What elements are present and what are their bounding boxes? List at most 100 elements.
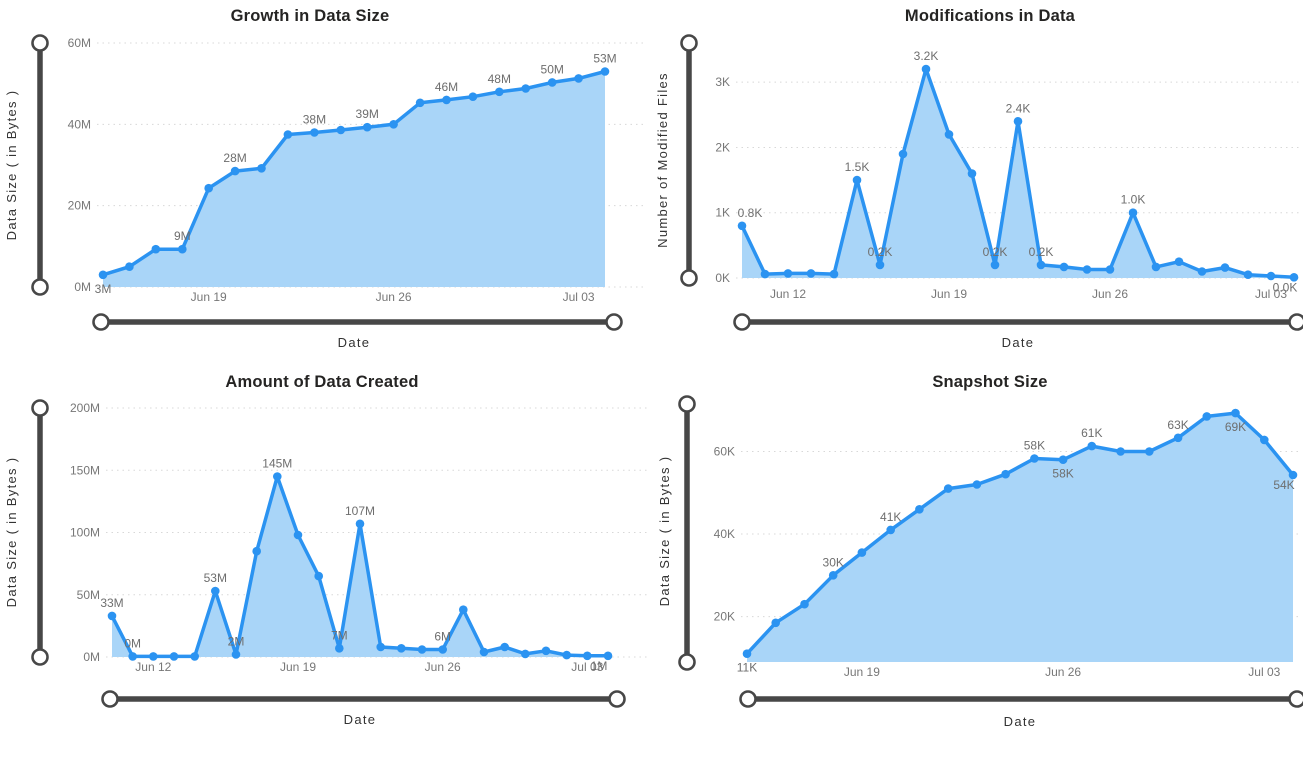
data-point-marker[interactable]: [415, 98, 425, 108]
data-point-marker[interactable]: [1128, 208, 1138, 217]
data-point-marker[interactable]: [760, 269, 770, 279]
data-point-marker[interactable]: [541, 646, 551, 656]
data-point-marker[interactable]: [972, 480, 982, 489]
data-point-marker[interactable]: [1116, 447, 1125, 456]
data-point-marker[interactable]: [521, 649, 530, 659]
data-point-marker[interactable]: [1036, 260, 1046, 270]
data-point-marker[interactable]: [1289, 273, 1299, 282]
data-point-marker[interactable]: [771, 618, 780, 628]
data-point-marker[interactable]: [125, 262, 134, 272]
data-point-marker[interactable]: [230, 166, 240, 176]
data-point-marker[interactable]: [574, 74, 583, 83]
data-point-marker[interactable]: [335, 644, 344, 653]
data-point-marker[interactable]: [231, 650, 241, 659]
data-point-marker[interactable]: [273, 472, 282, 481]
data-point-marker[interactable]: [204, 183, 213, 193]
data-point-marker[interactable]: [178, 244, 187, 254]
data-point-marker[interactable]: [1059, 262, 1069, 272]
data-point-marker[interactable]: [828, 571, 838, 580]
data-point-marker[interactable]: [417, 645, 427, 654]
data-point-marker[interactable]: [1231, 408, 1240, 418]
data-point-marker[interactable]: [886, 525, 895, 535]
data-point-marker[interactable]: [107, 611, 117, 621]
data-point-marker[interactable]: [857, 548, 867, 557]
data-point-marker[interactable]: [1013, 117, 1023, 126]
data-point-marker[interactable]: [257, 164, 266, 173]
data-point-marker[interactable]: [252, 546, 261, 556]
y-zoom-slider-handle-top[interactable]: [31, 399, 49, 417]
data-point-marker[interactable]: [1145, 447, 1154, 456]
data-point-marker[interactable]: [355, 519, 365, 529]
data-point-marker[interactable]: [376, 642, 386, 652]
data-point-marker[interactable]: [362, 122, 372, 132]
y-zoom-slider-handle-top[interactable]: [31, 34, 49, 52]
x-zoom-slider-handle-right[interactable]: [1288, 690, 1303, 708]
data-point-marker[interactable]: [389, 120, 398, 129]
data-point-marker[interactable]: [149, 652, 158, 661]
x-zoom-slider-handle-left[interactable]: [92, 313, 110, 331]
data-point-marker[interactable]: [442, 95, 451, 105]
data-point-marker[interactable]: [921, 64, 931, 74]
data-point-marker[interactable]: [990, 260, 1000, 270]
data-point-marker[interactable]: [800, 599, 809, 609]
data-point-marker[interactable]: [806, 269, 816, 278]
y-zoom-slider-handle-bottom[interactable]: [680, 269, 698, 287]
data-point-marker[interactable]: [875, 260, 885, 270]
data-point-marker[interactable]: [1058, 455, 1068, 465]
data-point-marker[interactable]: [151, 244, 161, 254]
data-point-marker[interactable]: [1001, 469, 1010, 479]
data-point-marker[interactable]: [1151, 262, 1161, 272]
y-zoom-slider-handle-bottom[interactable]: [678, 653, 696, 671]
data-point-marker[interactable]: [438, 645, 448, 654]
data-point-marker[interactable]: [1030, 454, 1039, 463]
data-point-marker[interactable]: [283, 130, 293, 139]
y-zoom-slider-handle-top[interactable]: [678, 395, 696, 413]
data-point-marker[interactable]: [314, 571, 324, 581]
data-point-marker[interactable]: [190, 652, 199, 661]
data-point-marker[interactable]: [1105, 265, 1115, 274]
data-point-marker[interactable]: [128, 652, 137, 661]
data-point-marker[interactable]: [98, 270, 108, 280]
x-zoom-slider-handle-right[interactable]: [605, 313, 623, 331]
data-point-marker[interactable]: [495, 87, 504, 97]
x-zoom-slider-handle-left[interactable]: [739, 690, 757, 708]
data-point-marker[interactable]: [783, 269, 793, 278]
y-zoom-slider-handle-bottom[interactable]: [31, 648, 49, 666]
data-point-marker[interactable]: [336, 125, 346, 135]
data-point-marker[interactable]: [562, 650, 571, 660]
data-point-marker[interactable]: [1288, 470, 1298, 480]
data-point-marker[interactable]: [1197, 267, 1207, 276]
data-point-marker[interactable]: [742, 649, 752, 658]
data-point-marker[interactable]: [169, 652, 179, 661]
data-point-marker[interactable]: [1243, 270, 1253, 280]
data-point-marker[interactable]: [1087, 441, 1097, 451]
data-point-marker[interactable]: [211, 586, 220, 596]
data-point-marker[interactable]: [583, 651, 592, 661]
data-point-marker[interactable]: [310, 128, 319, 137]
data-point-marker[interactable]: [500, 642, 510, 652]
data-point-marker[interactable]: [1082, 265, 1092, 274]
data-point-marker[interactable]: [967, 169, 977, 178]
data-point-marker[interactable]: [852, 175, 862, 185]
data-point-marker[interactable]: [479, 647, 489, 657]
x-zoom-slider-handle-left[interactable]: [101, 690, 119, 708]
data-point-marker[interactable]: [1174, 257, 1184, 267]
data-point-marker[interactable]: [1173, 433, 1183, 443]
x-zoom-slider-handle-right[interactable]: [608, 690, 626, 708]
x-zoom-slider-handle-right[interactable]: [1288, 313, 1303, 331]
data-point-marker[interactable]: [943, 484, 953, 493]
data-point-marker[interactable]: [600, 67, 610, 76]
y-zoom-slider-handle-top[interactable]: [680, 34, 698, 52]
data-point-marker[interactable]: [459, 605, 468, 614]
data-point-marker[interactable]: [397, 644, 406, 653]
x-zoom-slider-handle-left[interactable]: [733, 313, 751, 331]
data-point-marker[interactable]: [547, 78, 557, 87]
data-point-marker[interactable]: [293, 530, 303, 540]
data-point-marker[interactable]: [1266, 271, 1276, 281]
data-point-marker[interactable]: [829, 269, 839, 279]
data-point-marker[interactable]: [1220, 263, 1230, 272]
data-point-marker[interactable]: [1260, 435, 1269, 445]
data-point-marker[interactable]: [603, 651, 613, 661]
data-point-marker[interactable]: [521, 84, 530, 93]
data-point-marker[interactable]: [1202, 412, 1212, 421]
